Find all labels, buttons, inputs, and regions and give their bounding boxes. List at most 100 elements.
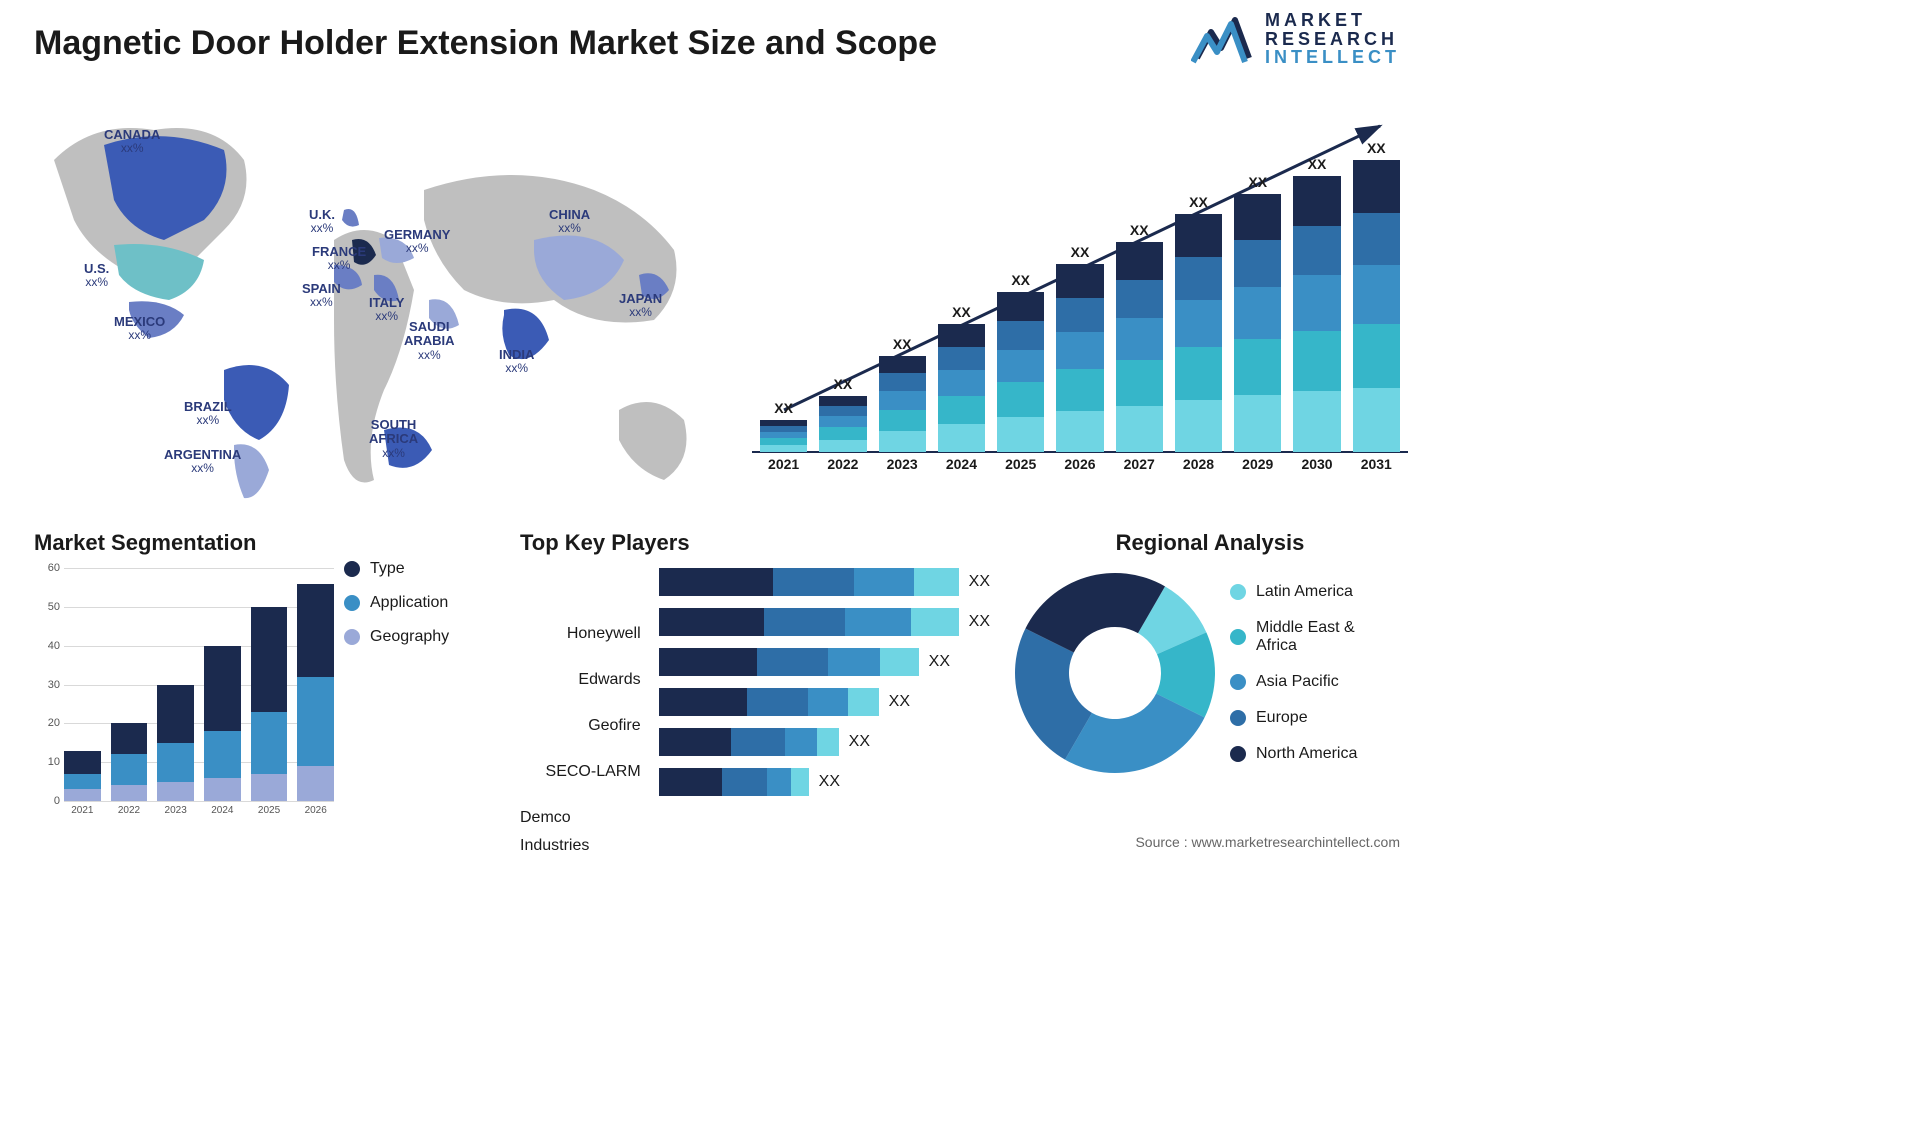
player-bar-segment [731,728,785,756]
forecast-bar-segment [1234,339,1281,396]
player-bar-row: XX [659,768,990,796]
player-label: Edwards [578,666,640,694]
forecast-bar-value: XX [997,272,1044,288]
forecast-bar-segment [879,373,926,390]
player-bar-segment [880,648,919,676]
regional-donut [1010,568,1220,778]
player-value: XX [929,653,950,671]
seg-bar [297,584,334,801]
segmentation-section: Market Segmentation 0102030405060 202120… [34,530,464,823]
logo-text: MARKET RESEARCH INTELLECT [1265,11,1400,68]
players-chart: HoneywellEdwardsGeofireSECO-LARMDemco In… [520,568,990,832]
forecast-bar-segment [1353,213,1400,266]
seg-ytick: 30 [34,679,60,691]
map-label: ARGENTINAxx% [164,448,241,475]
forecast-x-label: 2023 [879,456,926,480]
forecast-bar-segment [1293,275,1340,330]
forecast-bar-segment [997,382,1044,417]
forecast-bar-segment [1056,264,1103,298]
regional-section: Regional Analysis Latin America Middle Ea… [1010,530,1410,778]
forecast-bar-segment [879,356,926,373]
forecast-x-label: 2028 [1175,456,1222,480]
player-bar-segment [722,768,767,796]
seg-legend-item: Type [344,560,449,578]
player-bar-segment [808,688,848,716]
forecast-bar: XX [1116,222,1163,452]
seg-x-label: 2022 [111,805,148,823]
segmentation-chart: 0102030405060 202120222023202420252026 [34,568,334,823]
forecast-bar-segment [938,424,985,452]
segmentation-title: Market Segmentation [34,530,464,556]
seg-gridline [64,801,334,802]
seg-bar-segment [204,646,241,731]
legend-label: Asia Pacific [1256,673,1339,691]
legend-dot-icon [1230,746,1246,762]
forecast-bar-value: XX [1353,140,1400,156]
seg-bar-segment [111,754,148,785]
player-bar-segment [659,608,764,636]
brand-logo: MARKET RESEARCH INTELLECT [1191,10,1400,68]
forecast-bar: XX [760,400,807,452]
forecast-chart: XXXXXXXXXXXXXXXXXXXXXX 20212022202320242… [760,100,1400,480]
forecast-bar-segment [1056,332,1103,370]
forecast-bar-segment [879,410,926,431]
forecast-bar-segment [1175,347,1222,399]
seg-bar-segment [157,685,194,743]
map-label: INDIAxx% [499,348,534,375]
forecast-bar-segment [1234,194,1281,240]
seg-bar-segment [297,584,334,677]
legend-label: Middle East &Africa [1256,619,1355,655]
forecast-bar-segment [1234,287,1281,339]
seg-bar [111,723,148,801]
forecast-bar-segment [1234,240,1281,286]
forecast-bar-value: XX [819,376,866,392]
seg-legend-item: Geography [344,628,449,646]
forecast-bar: XX [1175,194,1222,452]
forecast-bar-value: XX [1234,174,1281,190]
forecast-bar-value: XX [1116,222,1163,238]
legend-label: Application [370,594,448,612]
players-section: Top Key Players HoneywellEdwardsGeofireS… [520,530,990,832]
forecast-bar-segment [819,406,866,416]
legend-label: Latin America [1256,583,1353,601]
logo-word-2: RESEARCH [1265,30,1400,49]
seg-bar-segment [297,766,334,801]
forecast-bar-value: XX [938,304,985,320]
segmentation-legend: Type Application Geography [344,560,449,646]
map-label: U.S.xx% [84,262,109,289]
map-label: ITALYxx% [369,296,404,323]
player-bar-segment [659,688,747,716]
map-label: SOUTHAFRICAxx% [369,418,418,460]
map-label: JAPANxx% [619,292,662,319]
map-label: U.K.xx% [309,208,335,235]
map-label: SPAINxx% [302,282,341,309]
seg-bar-segment [297,677,334,766]
legend-dot-icon [344,561,360,577]
forecast-bar: XX [879,336,926,452]
seg-ytick: 20 [34,717,60,729]
forecast-bar-segment [1353,265,1400,323]
forecast-bar-segment [819,427,866,439]
seg-bar-segment [64,751,101,774]
seg-bar-segment [251,712,288,774]
map-label: GERMANYxx% [384,228,450,255]
seg-bar-segment [64,774,101,790]
regional-title: Regional Analysis [1010,530,1410,556]
source-attribution: Source : www.marketresearchintellect.com [1135,834,1400,850]
player-value: XX [969,613,990,631]
forecast-bar-segment [760,438,807,445]
player-bar-segment [659,648,758,676]
forecast-x-label: 2022 [819,456,866,480]
forecast-bar-segment [997,292,1044,321]
player-bar-row: XX [659,728,990,756]
forecast-bar-segment [1056,411,1103,452]
player-bar-segment [659,568,773,596]
seg-x-label: 2023 [157,805,194,823]
player-bar-segment [659,728,731,756]
player-bar [659,608,959,636]
player-value: XX [849,733,870,751]
forecast-bar-segment [997,417,1044,452]
forecast-bar-segment [1293,391,1340,452]
player-value: XX [819,773,840,791]
forecast-bar: XX [819,376,866,452]
